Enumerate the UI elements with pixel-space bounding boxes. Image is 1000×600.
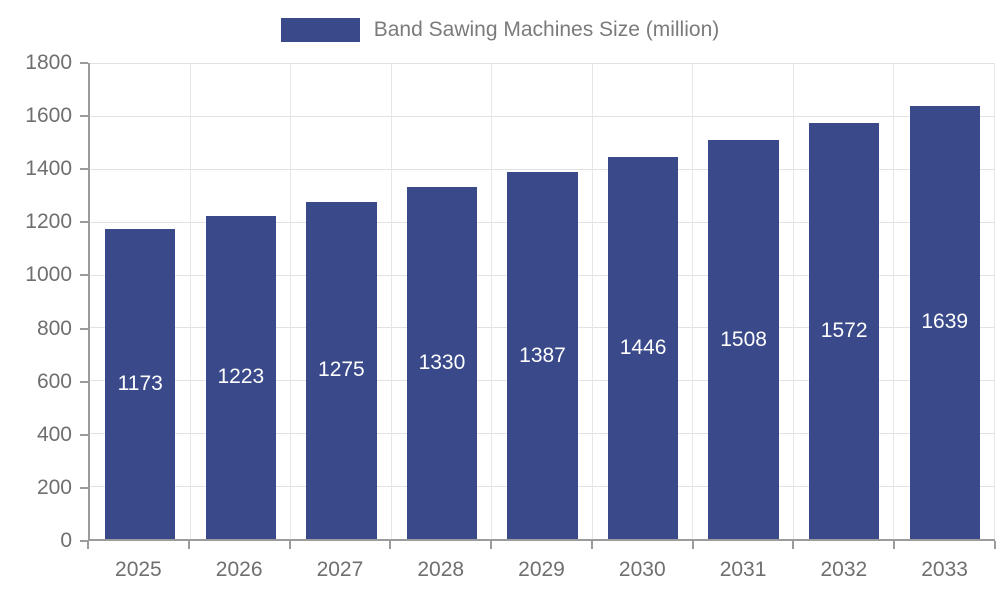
bar-2031 [708,140,779,539]
vertical-gridline [994,63,995,539]
vertical-gridline [491,63,493,539]
bar-value-label: 1387 [519,343,566,367]
vertical-gridline [692,63,694,539]
y-axis-tick [80,486,88,489]
bar-value-label: 1275 [318,358,365,382]
y-axis-tick [80,540,88,542]
x-axis-tick [590,541,593,549]
y-axis-tick [80,433,88,436]
x-axis-ticks [87,541,996,549]
x-axis-tick-label: 2029 [518,558,565,581]
x-axis-tick [691,541,694,549]
x-axis-tick [792,541,795,549]
vertical-gridline [390,63,392,539]
y-axis-tick [80,221,88,224]
vertical-gridline [792,63,794,539]
x-axis-tick [87,541,89,549]
legend-label: Band Sawing Machines Size (million) [373,18,720,41]
y-axis-tick-label: 200 [36,475,72,499]
bar-value-label: 1446 [619,335,667,359]
bar-value-label: 1508 [720,327,767,351]
bar-2030 [607,156,679,539]
x-axis-tick [187,541,190,549]
y-axis-tick-label: 1400 [25,157,72,181]
y-axis-tick [80,62,88,64]
bar-2027 [306,201,377,539]
y-axis-tick [80,380,88,383]
y-axis-tick-label: 1000 [25,263,72,287]
x-axis-tick [288,541,291,549]
x-axis-tick-label: 2025 [115,558,162,581]
bar-2026 [205,215,276,539]
bar-2033 [909,105,980,539]
bar-value-label: 1173 [117,371,163,395]
x-axis-tick-label: 2032 [820,558,868,581]
bar-2032 [808,123,880,539]
bar-value-label: 1572 [820,319,868,343]
vertical-gridline [290,63,292,539]
y-axis-tick [80,115,88,118]
x-axis-tick [994,541,996,549]
legend-swatch [280,18,360,42]
x-axis-tick [389,541,392,549]
bar-value-label: 1330 [418,351,466,375]
horizontal-gridline [90,63,995,64]
x-axis-tick [490,541,493,549]
y-axis-tick-label: 600 [36,369,72,393]
y-axis-tick [80,274,88,277]
bar-value-label: 1639 [921,310,969,334]
bar-value-label: 1223 [217,365,265,389]
vertical-gridline [189,63,191,539]
y-axis-tick-label: 800 [36,316,72,340]
horizontal-gridline [90,115,995,117]
y-axis-tick-label: 1800 [25,51,72,74]
y-axis-tick [80,327,88,330]
y-axis-labels: 0 200 400 600 800 1000 1200 1400 1600 1800 [0,51,72,552]
bar-2029 [507,172,578,539]
x-axis-tick-label: 2031 [719,558,767,581]
x-axis-tick-label: 2033 [921,558,968,581]
plot-area: 1173 1223 1275 1330 1387 1446 1508 1572 1639 [88,63,995,541]
y-axis-tick-label: 0 [60,529,72,552]
x-axis-labels: 2025 2026 2027 2028 2029 2030 2031 2032 2033 [88,558,995,588]
x-axis-tick [893,541,896,549]
vertical-gridline [893,63,895,539]
horizontal-gridline [90,168,995,170]
vertical-gridline [591,63,593,539]
bar-2028 [406,187,478,539]
x-axis-tick-label: 2026 [215,558,263,581]
x-axis-tick-label: 2027 [316,558,364,581]
y-axis-tick-label: 400 [36,422,72,446]
chart-legend: Band Sawing Machines Size (million) [0,18,1000,42]
x-axis-tick-label: 2028 [417,558,465,581]
y-axis-tick-label: 1600 [25,104,72,128]
y-axis-tick [80,168,88,171]
x-axis-tick-label: 2030 [618,558,666,581]
y-axis-ticks [80,62,88,542]
bar-2025 [105,228,176,539]
y-axis-tick-label: 1200 [25,210,72,234]
